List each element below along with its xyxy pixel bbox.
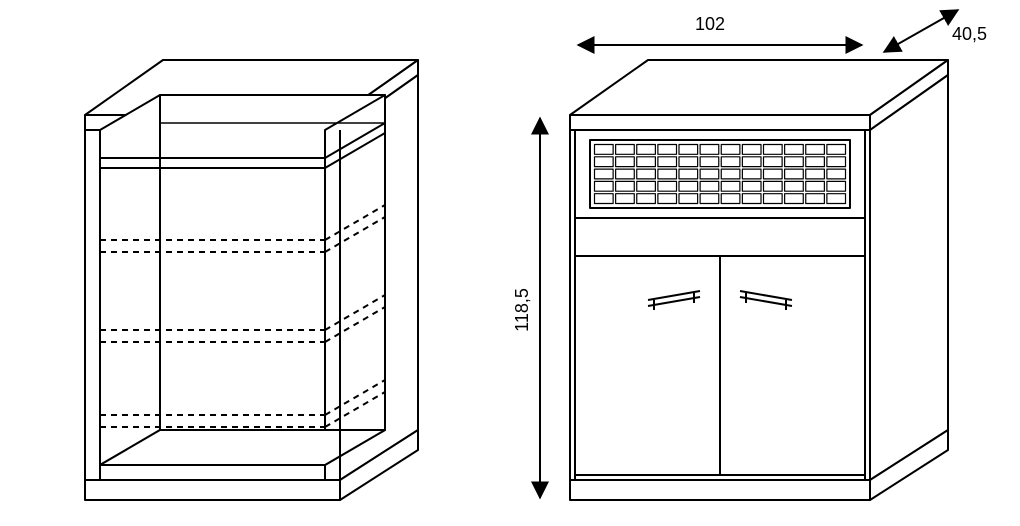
dim-depth-label: 40,5 [952, 24, 987, 44]
dim-height-label: 118,5 [512, 288, 532, 332]
closed-cabinet-view [570, 60, 948, 500]
technical-drawing: 102 40,5 118,5 [0, 0, 1020, 526]
dim-width-label: 102 [695, 14, 725, 34]
open-cabinet-view [85, 60, 418, 500]
slat-panel [590, 140, 850, 208]
